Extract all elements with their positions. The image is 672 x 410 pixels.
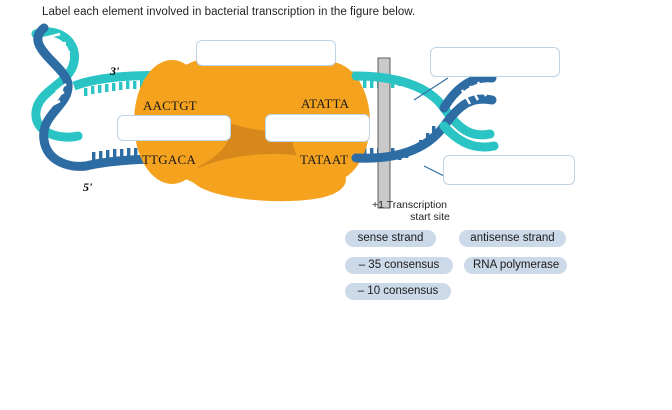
question-prompt: Label each element involved in bacterial… — [42, 6, 416, 18]
start-site-line1: +1 Transcription — [372, 199, 447, 211]
sense-strand-far-right — [439, 121, 499, 152]
answer-chip-antisense-strand[interactable]: antisense strand — [459, 230, 566, 247]
sense-strand-left-helix — [31, 27, 83, 142]
antisense-strand-teeth-right-helix — [398, 126, 436, 160]
callout-line-top — [413, 77, 449, 101]
five-prime-label: 5' — [83, 180, 93, 194]
answer-chip-minus-35-consensus[interactable]: – 35 consensus — [345, 257, 453, 274]
transcription-start-site-bar — [377, 57, 391, 209]
antisense-strand-far-right — [439, 73, 497, 113]
sense-strand-teeth-right-helix — [398, 78, 436, 101]
sequence-minus35-sense: AACTGT — [143, 98, 197, 113]
drop-target-left[interactable] — [117, 115, 231, 141]
start-site-line2: start site — [410, 210, 450, 223]
answer-chip-sense-strand[interactable]: sense strand — [345, 230, 436, 247]
drop-target-top[interactable] — [196, 40, 336, 66]
sequence-minus10-antisense: TATAAT — [300, 152, 349, 167]
base-pair-rungs-right — [460, 81, 488, 105]
base-pair-rungs-left — [44, 32, 71, 110]
drop-target-right-top[interactable] — [430, 47, 560, 77]
answer-chip-minus-10-consensus[interactable]: – 10 consensus — [345, 283, 451, 300]
transcription-start-site-caption: +1 Transcription start site — [370, 199, 490, 223]
drop-target-middle[interactable] — [265, 114, 370, 142]
sequence-minus10-sense: ATATTA — [301, 96, 350, 111]
three-prime-label: 3' — [110, 64, 120, 78]
sequence-minus35-antisense: TTGACA — [142, 152, 196, 167]
drop-target-right-bottom[interactable] — [443, 155, 575, 185]
transcription-figure — [31, 23, 499, 209]
answer-chip-rna-polymerase[interactable]: RNA polymerase — [464, 257, 567, 274]
antisense-strand-left-helix — [33, 23, 91, 171]
